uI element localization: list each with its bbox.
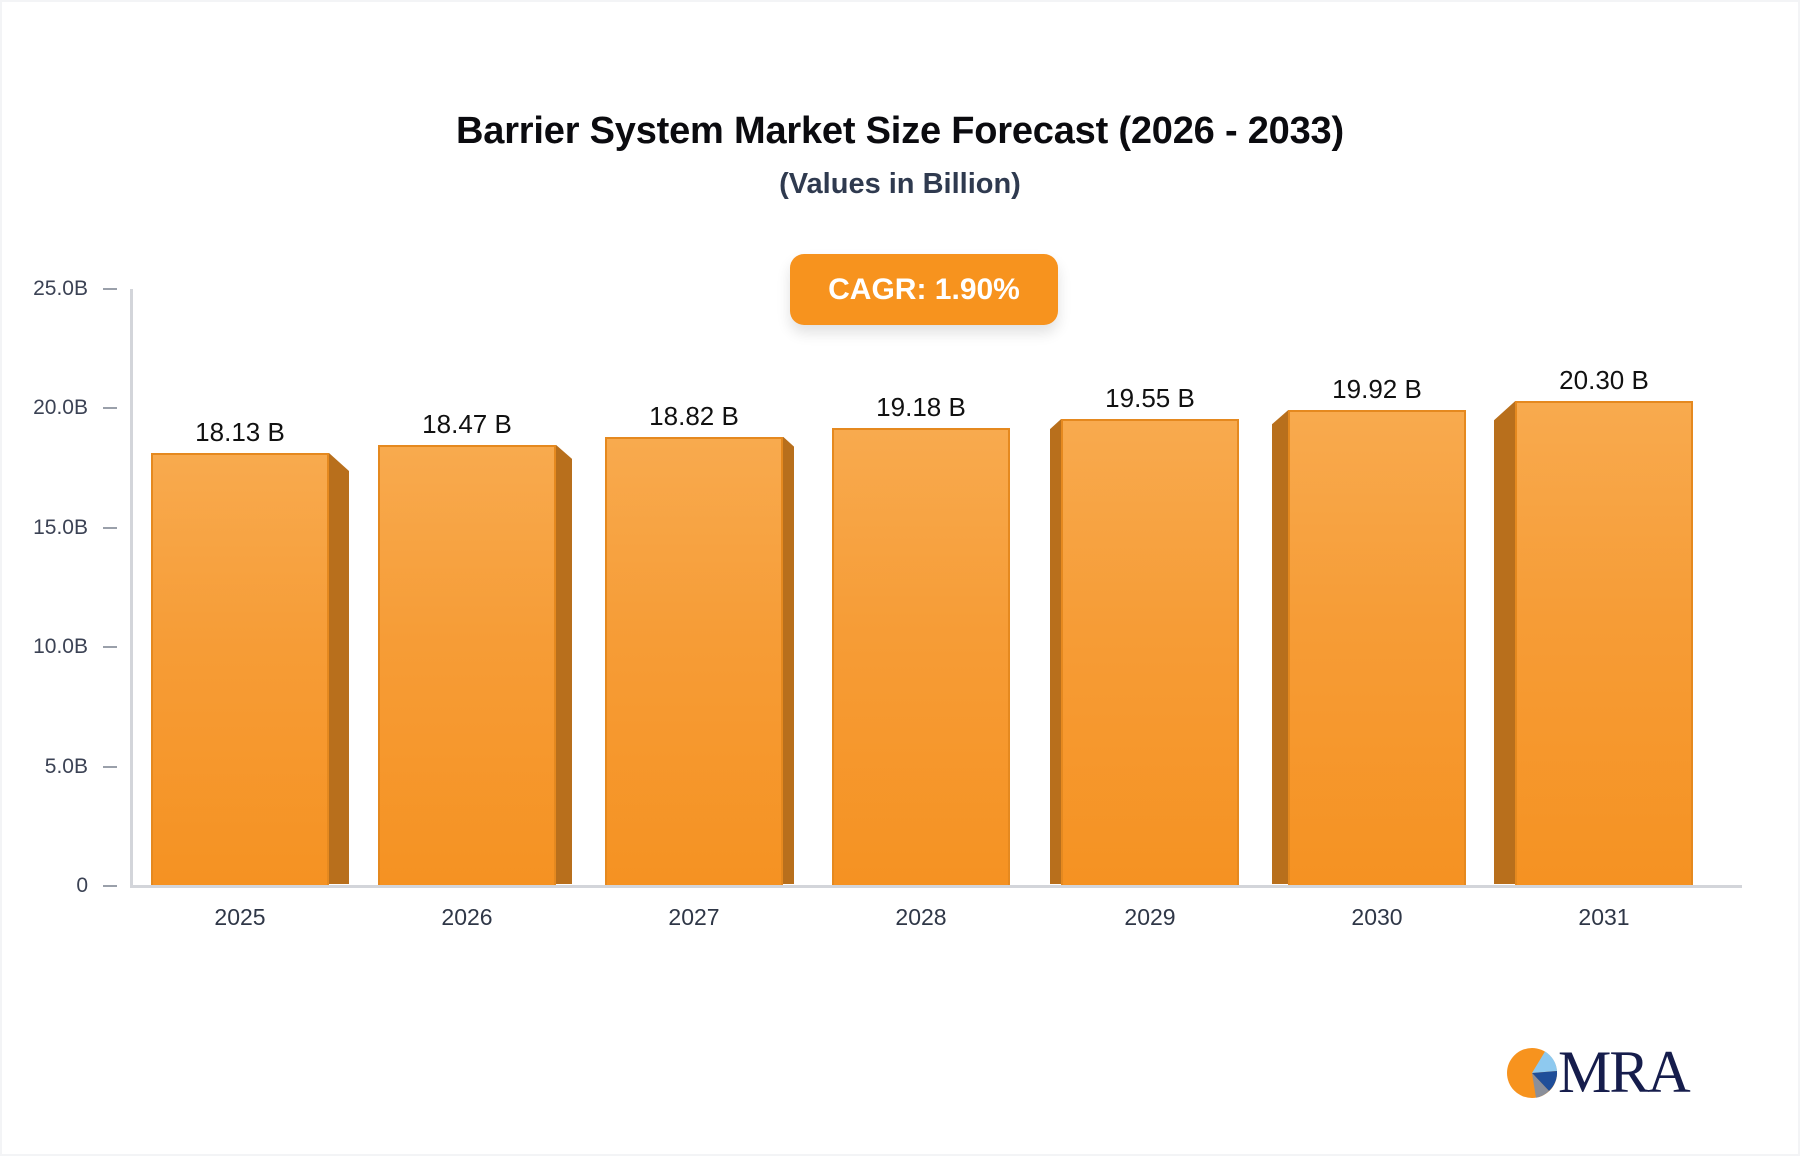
x-tick-label: 2031 bbox=[1578, 904, 1630, 930]
bar-2030[interactable] bbox=[1288, 410, 1466, 886]
bar-value-label: 20.30 B bbox=[1559, 365, 1649, 396]
mra-logo: MRA bbox=[1505, 1039, 1705, 1105]
pie-chart-icon bbox=[1507, 1048, 1558, 1098]
bar-2029[interactable] bbox=[1061, 419, 1239, 886]
y-tick-mark bbox=[103, 288, 117, 290]
y-tick-mark bbox=[103, 765, 117, 768]
bar-side-face bbox=[1494, 401, 1515, 884]
bar-value-label: 18.13 B bbox=[195, 417, 285, 448]
y-tick-label: 10.0B bbox=[33, 635, 88, 659]
bar-2026[interactable] bbox=[378, 444, 556, 886]
bar-2031[interactable] bbox=[1515, 401, 1693, 886]
cagr-badge: CAGR: 1.90% bbox=[790, 254, 1058, 325]
logo-text: MRA bbox=[1558, 1039, 1691, 1105]
y-tick-label: 0 bbox=[76, 874, 88, 897]
x-tick-label: 2025 bbox=[214, 904, 266, 930]
bar-side-face bbox=[329, 453, 349, 884]
bar-value-label: 19.55 B bbox=[1105, 383, 1195, 414]
bar-2028[interactable] bbox=[832, 427, 1010, 886]
x-tick-label: 2029 bbox=[1124, 904, 1176, 930]
chart-title: Barrier System Market Size Forecast (202… bbox=[456, 110, 1344, 152]
x-tick-label: 2027 bbox=[668, 904, 720, 930]
bar-side-face bbox=[783, 436, 794, 884]
bar-value-label: 18.82 B bbox=[649, 400, 739, 431]
bar-2025[interactable] bbox=[151, 453, 329, 886]
y-tick-mark bbox=[103, 407, 117, 410]
y-tick-mark bbox=[103, 885, 117, 887]
y-tick-mark bbox=[103, 646, 117, 649]
y-tick-label: 25.0B bbox=[33, 277, 88, 300]
y-tick-label: 15.0B bbox=[33, 515, 88, 539]
bar-side-face bbox=[1050, 419, 1061, 884]
bar-value-label: 19.18 B bbox=[876, 391, 966, 422]
y-axis-line bbox=[130, 289, 133, 888]
x-tick-label: 2030 bbox=[1351, 904, 1403, 930]
y-tick-label: 20.0B bbox=[33, 396, 88, 420]
bar-2027[interactable] bbox=[605, 436, 783, 886]
y-tick-mark bbox=[103, 526, 117, 529]
y-tick-label: 5.0B bbox=[44, 754, 88, 778]
bar-value-label: 19.92 B bbox=[1332, 374, 1422, 405]
bar-value-label: 18.47 B bbox=[422, 408, 512, 439]
cagr-label: CAGR: 1.90% bbox=[828, 272, 1020, 306]
bar-side-face bbox=[556, 444, 572, 884]
x-axis-line bbox=[130, 885, 1742, 888]
chart-subtitle: (Values in Billion) bbox=[779, 168, 1021, 200]
x-tick-label: 2026 bbox=[441, 904, 493, 930]
bar-side-face bbox=[1272, 410, 1288, 884]
x-tick-label: 2028 bbox=[895, 904, 947, 930]
